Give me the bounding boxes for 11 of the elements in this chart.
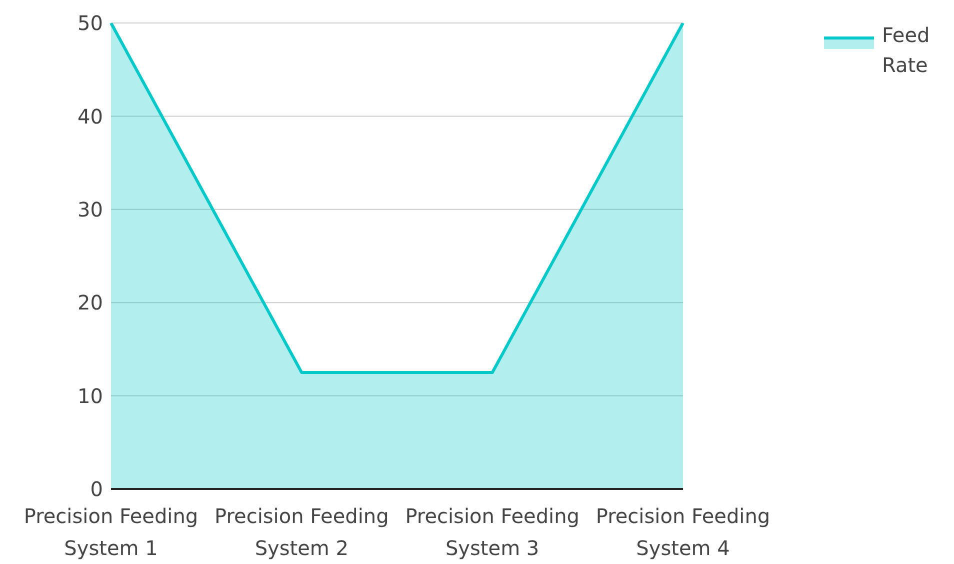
x-tick-label: Precision Feeding System 1 [24,504,198,560]
y-tick-label: 50 [78,11,103,36]
y-tick-label: 10 [78,384,103,408]
y-tick-label: 20 [78,290,103,315]
x-tick-label: Precision Feeding System 4 [596,504,770,560]
y-tick-label: 30 [78,198,103,222]
legend-label: Feed Rate [882,22,931,79]
x-tick-label: Precision Feeding System 3 [405,504,580,560]
x-tick-label: Precision Feeding System 2 [214,504,389,560]
y-tick-label: 40 [78,104,103,128]
y-tick-label: 0 [90,477,103,502]
